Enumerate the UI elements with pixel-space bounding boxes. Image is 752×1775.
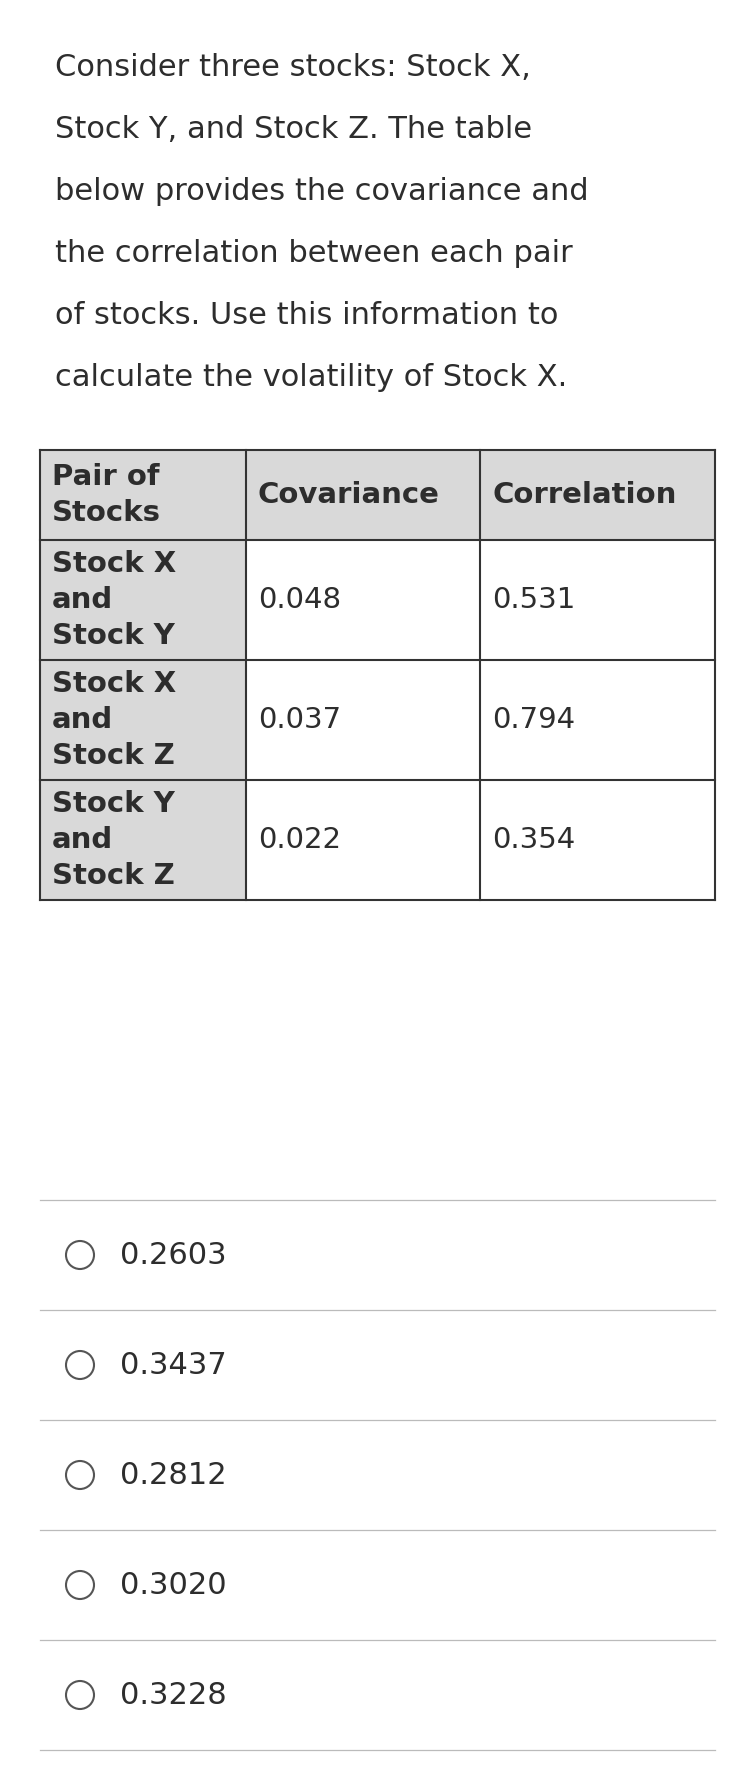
Bar bbox=[40, 660, 246, 779]
Text: Stock Y
and
Stock Z: Stock Y and Stock Z bbox=[52, 790, 174, 889]
Text: 0.2603: 0.2603 bbox=[120, 1241, 226, 1269]
Text: below provides the covariance and: below provides the covariance and bbox=[55, 178, 589, 206]
Text: Pair of
Stocks: Pair of Stocks bbox=[52, 463, 161, 527]
Text: Stock X
and
Stock Z: Stock X and Stock Z bbox=[52, 671, 176, 770]
Text: Covariance: Covariance bbox=[258, 481, 440, 509]
Text: 0.037: 0.037 bbox=[258, 706, 341, 735]
Text: of stocks. Use this information to: of stocks. Use this information to bbox=[55, 302, 559, 330]
Text: Correlation: Correlation bbox=[492, 481, 677, 509]
Bar bbox=[40, 779, 246, 900]
Bar bbox=[246, 540, 480, 660]
Text: 0.022: 0.022 bbox=[258, 825, 341, 854]
Bar bbox=[246, 660, 480, 779]
Text: Stock Y, and Stock Z. The table: Stock Y, and Stock Z. The table bbox=[55, 115, 532, 144]
Text: 0.3228: 0.3228 bbox=[120, 1681, 227, 1709]
Bar bbox=[246, 451, 480, 540]
Text: 0.354: 0.354 bbox=[492, 825, 575, 854]
Bar bbox=[480, 779, 715, 900]
Bar bbox=[40, 451, 246, 540]
Bar bbox=[40, 540, 246, 660]
Bar bbox=[246, 779, 480, 900]
Text: Stock X
and
Stock Y: Stock X and Stock Y bbox=[52, 550, 176, 650]
Text: 0.794: 0.794 bbox=[492, 706, 575, 735]
Text: 0.3020: 0.3020 bbox=[120, 1571, 226, 1599]
Text: Consider three stocks: Stock X,: Consider three stocks: Stock X, bbox=[55, 53, 531, 82]
Bar bbox=[480, 540, 715, 660]
Text: the correlation between each pair: the correlation between each pair bbox=[55, 240, 573, 268]
Text: 0.3437: 0.3437 bbox=[120, 1351, 227, 1379]
Bar bbox=[480, 451, 715, 540]
Text: 0.531: 0.531 bbox=[492, 586, 575, 614]
Text: calculate the volatility of Stock X.: calculate the volatility of Stock X. bbox=[55, 364, 567, 392]
Bar bbox=[480, 660, 715, 779]
Text: 0.048: 0.048 bbox=[258, 586, 341, 614]
Text: 0.2812: 0.2812 bbox=[120, 1461, 226, 1489]
